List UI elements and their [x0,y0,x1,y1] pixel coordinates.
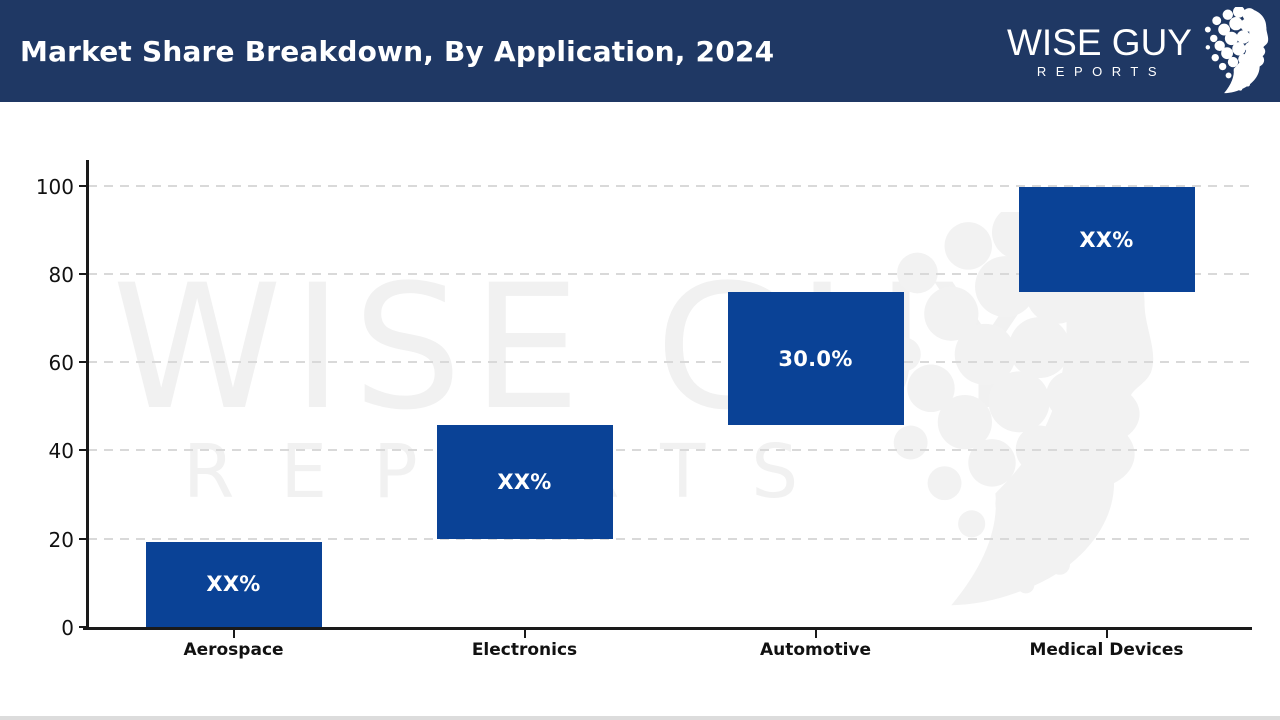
brand-logo-text: WISE GUY REPORTS [1007,24,1192,78]
y-tick-label: 100 [35,174,74,199]
header-bar: Market Share Breakdown, By Application, … [0,0,1280,102]
y-grid-line [88,537,1252,540]
y-tick-mark [79,184,87,187]
y-tick-mark [79,361,87,364]
brand-name: WISE GUY [1006,22,1192,63]
y-tick-mark [79,272,87,275]
bar-value-label: XX% [1079,227,1134,252]
y-grid-line [88,361,1252,364]
y-tick-mark [79,449,87,452]
brand-face-dots-icon [1204,7,1269,94]
y-tick-mark [79,537,87,540]
y-tick-label: 40 [48,439,74,464]
x-tick-mark [814,630,817,638]
x-tick-label: Aerospace [183,640,284,660]
y-tick-label: 20 [48,527,74,552]
x-tick-mark [232,630,235,638]
page-title: Market Share Breakdown, By Application, … [20,34,775,68]
footer-strip [0,716,1280,720]
bar-value-label: XX% [497,469,552,494]
y-tick-label: 80 [48,262,74,287]
bar-value-label: 30.0% [778,346,853,371]
bar: XX% [1018,187,1195,293]
brand-subtitle: REPORTS [1036,64,1167,79]
y-tick-label: 0 [61,616,74,640]
y-axis-line [86,160,89,630]
x-axis-line [83,627,1252,630]
bar: XX% [145,541,322,627]
y-grid-line [88,272,1252,275]
x-tick-label: Medical Devices [1029,640,1184,660]
x-tick-mark [523,630,526,638]
bar-value-label: XX% [206,572,261,597]
x-tick-label: Automotive [759,640,872,660]
y-grid-line [88,449,1252,452]
brand-logo: WISE GUY REPORTS [1007,7,1280,95]
x-tick-mark [1105,630,1108,638]
y-tick-label: 60 [48,351,74,376]
bar: XX% [436,424,613,539]
bar: 30.0% [727,292,904,425]
x-tick-label: Electronics [471,640,578,660]
y-grid-line [88,184,1252,187]
